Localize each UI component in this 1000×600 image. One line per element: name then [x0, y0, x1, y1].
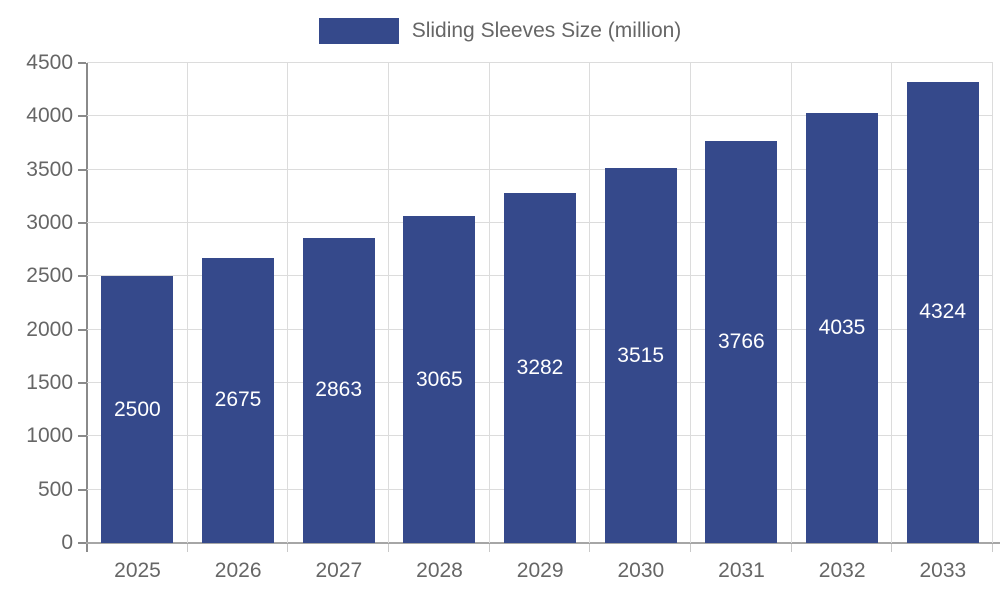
x-axis-label: 2031 — [718, 559, 765, 582]
y-axis-label: 500 — [37, 477, 73, 501]
x-axis-label: 2028 — [416, 559, 463, 582]
bar-value-label: 3282 — [516, 355, 564, 379]
x-axis-label: 2032 — [818, 559, 866, 582]
bar-value-label: 2675 — [214, 388, 262, 412]
bar: 4324 — [906, 81, 979, 543]
gridline-vertical — [287, 63, 289, 543]
gridline-vertical — [186, 63, 188, 543]
bar-value-label: 2500 — [113, 397, 161, 421]
x-axis-tick — [388, 544, 389, 552]
bar: 2863 — [302, 237, 375, 543]
gridline-horizontal — [87, 62, 993, 63]
legend: Sliding Sleeves Size (million) — [0, 14, 1000, 48]
legend-swatch — [318, 18, 399, 44]
bar: 3282 — [504, 192, 576, 543]
y-axis-label: 4000 — [26, 104, 73, 128]
plot-area: 0 500 1000 1500 2000 2500 3000 3500 4000 4500 2500… — [26, 51, 1000, 582]
y-axis-tick — [78, 115, 86, 118]
y-axis-tick — [78, 328, 86, 331]
x-axis-label: 2029 — [516, 559, 564, 582]
x-axis-tick — [186, 544, 188, 552]
bar-value-label: 2863 — [315, 378, 363, 402]
bar: 4035 — [806, 112, 878, 543]
y-axis-tick — [78, 222, 86, 224]
x-axis-line — [78, 542, 1000, 544]
x-axis-tick — [287, 544, 289, 552]
y-axis-label: 3500 — [26, 157, 73, 181]
y-axis-label: 1500 — [26, 371, 73, 394]
y-axis-tick — [78, 542, 86, 544]
y-axis-label: 3000 — [26, 211, 73, 234]
y-axis-label: 1000 — [26, 424, 73, 448]
gridline-horizontal — [87, 168, 993, 170]
y-axis-tick — [78, 62, 86, 64]
y-axis-line — [86, 63, 88, 552]
x-axis-tick — [690, 544, 691, 552]
x-axis-tick — [992, 544, 993, 552]
y-axis-tick — [78, 488, 86, 491]
bar-value-label: 4035 — [818, 315, 866, 339]
y-axis-label: 2500 — [26, 264, 73, 288]
bar-value-label: 3065 — [415, 367, 463, 391]
y-axis-label: 2000 — [26, 317, 73, 341]
y-axis-tick — [78, 435, 86, 438]
x-axis-tick — [790, 544, 792, 552]
y-axis-label: 4500 — [26, 51, 73, 74]
x-axis-label: 2025 — [114, 559, 161, 582]
bar-value-label: 4324 — [919, 300, 967, 324]
x-axis-label: 2026 — [214, 559, 262, 582]
x-axis-label: 2033 — [919, 559, 967, 582]
y-axis-tick — [78, 275, 86, 278]
bar: 3065 — [403, 216, 476, 543]
y-axis-tick — [78, 382, 86, 384]
gridline-horizontal — [87, 115, 993, 117]
x-axis-tick — [891, 544, 893, 552]
gridline-vertical — [992, 63, 993, 543]
bar-value-label: 3766 — [717, 330, 765, 354]
y-axis-tick — [78, 168, 86, 171]
bar: 2675 — [202, 257, 274, 543]
legend-label: Sliding Sleeves Size (million) — [411, 19, 682, 42]
gridline-vertical — [790, 63, 792, 543]
x-axis-label: 2027 — [315, 559, 363, 582]
x-axis-tick — [488, 544, 490, 552]
gridline-vertical — [488, 63, 490, 543]
gridline-vertical — [589, 63, 591, 543]
x-axis-label: 2030 — [617, 559, 665, 582]
bar: 3766 — [705, 141, 778, 543]
y-axis-label: 0 — [61, 531, 73, 554]
gridline-vertical — [891, 63, 893, 543]
x-axis-tick — [589, 544, 591, 552]
gridline-vertical — [690, 63, 691, 543]
bar-value-label: 3515 — [617, 343, 665, 367]
bar: 3515 — [604, 168, 677, 543]
bar: 2500 — [101, 276, 174, 543]
gridline-vertical — [388, 63, 389, 543]
